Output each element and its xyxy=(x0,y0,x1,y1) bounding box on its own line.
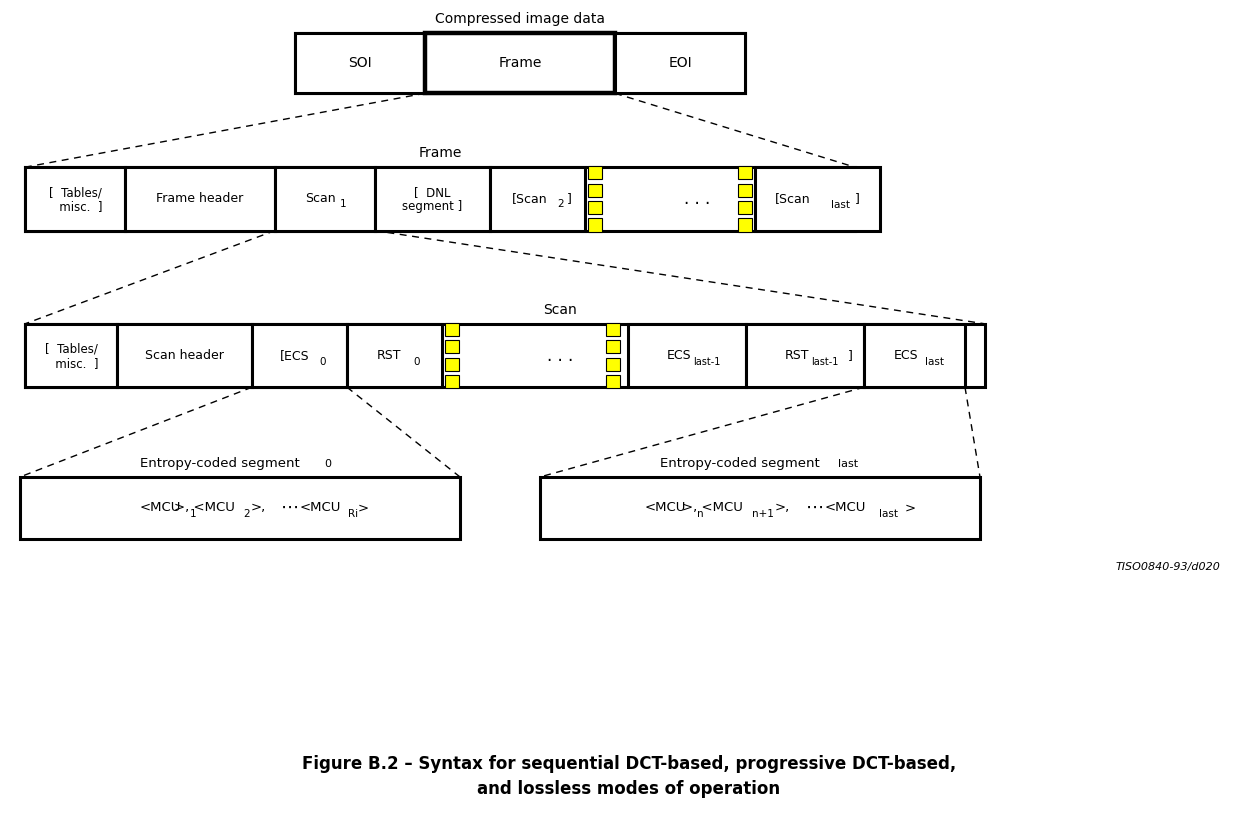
Text: Ri: Ri xyxy=(348,509,359,519)
Text: 0: 0 xyxy=(320,357,326,366)
Text: SOI: SOI xyxy=(348,56,372,70)
Text: Scan: Scan xyxy=(543,303,577,317)
Bar xyxy=(252,324,347,387)
Bar xyxy=(276,167,375,231)
Bar xyxy=(294,34,745,93)
Text: last: last xyxy=(838,459,858,469)
Text: last-1: last-1 xyxy=(811,357,839,366)
Text: Scan header: Scan header xyxy=(145,349,224,362)
Bar xyxy=(587,183,603,197)
Text: Entropy-coded segment: Entropy-coded segment xyxy=(660,457,820,470)
Bar xyxy=(25,324,985,387)
Text: misc.  ]: misc. ] xyxy=(48,200,102,213)
Text: 0: 0 xyxy=(413,357,420,366)
Bar xyxy=(738,183,752,197)
Text: [Scan: [Scan xyxy=(775,192,810,205)
Bar xyxy=(25,324,117,387)
Bar xyxy=(606,375,620,389)
Text: [  DNL: [ DNL xyxy=(414,187,450,200)
Text: ⋯: ⋯ xyxy=(281,499,299,517)
Bar xyxy=(587,166,603,179)
Text: >: > xyxy=(357,501,369,515)
Text: Frame header: Frame header xyxy=(156,192,244,205)
Bar xyxy=(606,323,620,336)
Text: 2: 2 xyxy=(557,199,564,209)
Bar xyxy=(125,167,276,231)
Bar xyxy=(347,324,442,387)
Text: last: last xyxy=(925,357,944,366)
Bar xyxy=(628,324,746,387)
Text: Figure B.2 – Syntax for sequential DCT-based, progressive DCT-based,
and lossles: Figure B.2 – Syntax for sequential DCT-b… xyxy=(302,754,956,798)
Text: Compressed image data: Compressed image data xyxy=(435,12,605,26)
Text: last-1: last-1 xyxy=(693,357,721,366)
Bar xyxy=(587,218,603,231)
Text: misc.  ]: misc. ] xyxy=(44,357,98,370)
Text: ⋯: ⋯ xyxy=(806,499,824,517)
Bar xyxy=(587,201,603,214)
Bar xyxy=(445,323,459,336)
Text: >: > xyxy=(905,501,916,515)
Text: ]: ] xyxy=(848,349,853,362)
Text: Frame: Frame xyxy=(419,146,462,160)
Text: 0: 0 xyxy=(325,459,332,469)
Text: >,: >, xyxy=(775,501,790,515)
Text: 1: 1 xyxy=(190,509,196,519)
Text: 1: 1 xyxy=(340,199,346,209)
Text: n: n xyxy=(697,509,703,519)
Bar xyxy=(540,477,980,538)
Bar xyxy=(25,167,855,231)
Text: Scan: Scan xyxy=(304,192,336,205)
Bar xyxy=(425,34,615,93)
Text: ECS: ECS xyxy=(894,349,918,362)
Text: ]: ] xyxy=(855,192,860,205)
Text: >, <MCU: >, <MCU xyxy=(174,501,234,515)
Bar xyxy=(738,166,752,179)
Bar xyxy=(375,167,491,231)
Text: [  Tables/: [ Tables/ xyxy=(49,187,102,200)
Text: <MCU: <MCU xyxy=(299,501,341,515)
Text: TISO0840-93/d020: TISO0840-93/d020 xyxy=(1115,562,1220,572)
Bar xyxy=(25,167,125,231)
Text: [Scan: [Scan xyxy=(512,192,547,205)
Bar xyxy=(606,340,620,353)
Text: last: last xyxy=(832,200,850,210)
Text: <MCU: <MCU xyxy=(644,501,686,515)
Text: <MCU: <MCU xyxy=(824,501,866,515)
Bar xyxy=(606,357,620,371)
Bar xyxy=(117,324,252,387)
Bar xyxy=(615,34,745,93)
Bar xyxy=(738,218,752,231)
Text: RST: RST xyxy=(785,349,809,362)
Text: 2: 2 xyxy=(244,509,250,519)
Bar xyxy=(20,477,460,538)
Text: EOI: EOI xyxy=(668,56,692,70)
Text: . . .: . . . xyxy=(547,347,574,365)
Text: n+1: n+1 xyxy=(752,509,774,519)
Text: Entropy-coded segment: Entropy-coded segment xyxy=(140,457,299,470)
Text: RST: RST xyxy=(377,349,401,362)
Text: Frame: Frame xyxy=(498,56,542,70)
Bar xyxy=(445,357,459,371)
Text: [  Tables/: [ Tables/ xyxy=(44,343,97,356)
Text: [ECS: [ECS xyxy=(279,349,309,362)
Text: segment ]: segment ] xyxy=(403,200,463,213)
Bar xyxy=(294,34,425,93)
Bar xyxy=(445,340,459,353)
Text: last: last xyxy=(878,509,897,519)
Bar xyxy=(864,324,965,387)
Bar xyxy=(445,375,459,389)
Text: . . .: . . . xyxy=(684,190,710,208)
Text: ]: ] xyxy=(567,192,572,205)
Text: >,: >, xyxy=(250,501,265,515)
Bar xyxy=(738,201,752,214)
Bar xyxy=(746,324,864,387)
Bar xyxy=(755,167,881,231)
Text: >, <MCU: >, <MCU xyxy=(682,501,742,515)
Bar xyxy=(491,167,585,231)
Text: ECS: ECS xyxy=(667,349,692,362)
Text: <MCU: <MCU xyxy=(140,501,181,515)
